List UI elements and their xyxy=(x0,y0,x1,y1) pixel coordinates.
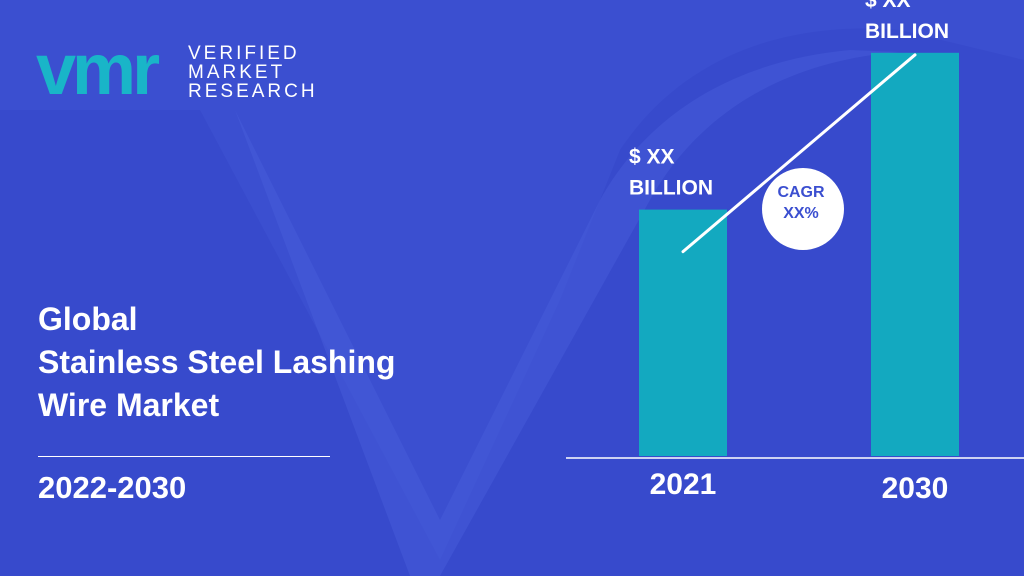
logo-word-market: MARKET xyxy=(188,61,286,83)
cagr-trend-line xyxy=(681,53,917,254)
data-label-2030-line-1: $ XX xyxy=(865,0,911,12)
vmr-logo-mark: vmr xyxy=(36,40,163,104)
logo-mark-letters: vmr xyxy=(36,40,159,104)
chart-bars xyxy=(639,52,959,457)
title-line-3: Wire Market xyxy=(38,387,220,423)
cagr-badge xyxy=(762,168,844,250)
cagr-label: CAGR xyxy=(777,184,825,201)
forecast-period: 2022-2030 xyxy=(38,470,187,505)
logo-wordmark: VERIFIED MARKET RESEARCH xyxy=(188,44,318,101)
category-label-2021: 2021 xyxy=(650,468,717,501)
report-title: Global Stainless Steel Lashing Wire Mark… xyxy=(38,298,395,427)
logo-word-verified: VERIFIED xyxy=(188,42,300,64)
bar-2021 xyxy=(639,209,727,456)
data-label-2021-line-2: BILLION xyxy=(629,177,713,200)
data-label-2030-line-2: BILLION xyxy=(865,20,949,43)
chart-labels: 2021 $ XX BILLION 2030 $ XX BILLION xyxy=(629,0,949,505)
background-v-shape xyxy=(0,28,1024,576)
logo-word-research: RESEARCH xyxy=(188,80,318,102)
title-line-1: Global xyxy=(38,301,138,337)
cagr-value: XX% xyxy=(783,205,819,222)
category-label-2030: 2030 xyxy=(882,472,949,505)
title-line-2: Stainless Steel Lashing xyxy=(38,344,396,380)
data-label-2021-line-1: $ XX xyxy=(629,146,675,169)
background-v-highlight xyxy=(235,50,900,576)
bar-2030 xyxy=(871,52,959,457)
title-divider xyxy=(38,456,330,457)
vmr-logo: vmr VERIFIED MARKET RESEARCH xyxy=(36,40,318,104)
